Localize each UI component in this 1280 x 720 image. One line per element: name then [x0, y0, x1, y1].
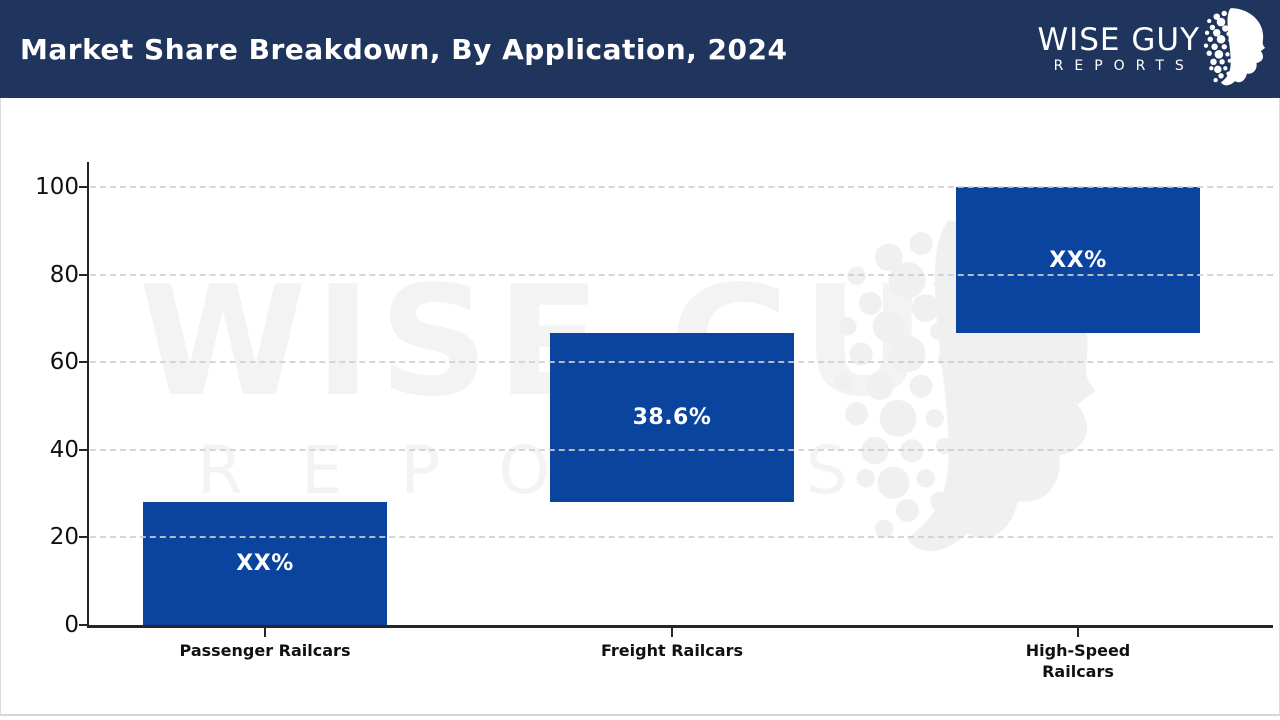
- x-tick-mark: [671, 628, 673, 637]
- bar-value-label: XX%: [236, 551, 294, 577]
- wiseguy-logo: WISE GUY REPORTS: [1037, 0, 1268, 98]
- y-tick-label: 0: [64, 612, 79, 638]
- x-category-label: Passenger Railcars: [135, 641, 395, 662]
- logo-text-block: WISE GUY REPORTS: [1037, 24, 1200, 75]
- y-tick-mark: [79, 448, 87, 451]
- y-tick-label: 60: [49, 349, 79, 376]
- y-tick-mark: [79, 361, 87, 364]
- x-category-label-line: Railcars: [1042, 661, 1114, 681]
- logo-head-icon: [1202, 7, 1268, 93]
- x-category-label: High-Speed Railcars: [948, 641, 1208, 683]
- y-tick-mark: [79, 273, 87, 276]
- axes-layer: 0 20 40 60 80 100 Passenger Railcars Freight Ra…: [1, 98, 1279, 714]
- logo-wordmark: WISE GUY: [1037, 21, 1200, 58]
- x-category-label-line: Passenger Railcars: [179, 641, 351, 660]
- y-tick-label: 100: [35, 174, 79, 200]
- plot-area: WISE GUY REPORTS XX%38.6%XX% 02040608010…: [0, 98, 1280, 714]
- gridline-60: [90, 361, 1273, 364]
- x-category-label-line: High-Speed: [1025, 641, 1131, 660]
- gridline-100: [90, 186, 1273, 188]
- y-tick-label: 20: [49, 524, 79, 551]
- y-tick-label: 40: [49, 436, 79, 463]
- x-tick-mark: [264, 628, 266, 637]
- x-tick-mark: [1077, 628, 1079, 637]
- bar-1: XX%: [143, 502, 387, 625]
- page-title: Market Share Breakdown, By Application, …: [20, 32, 788, 66]
- x-axis-line: [87, 625, 1273, 628]
- x-category-label-line: Freight Railcars: [601, 641, 743, 660]
- bottom-divider: [0, 714, 1280, 716]
- y-tick-label: 80: [49, 261, 79, 288]
- y-axis-line: [87, 162, 89, 628]
- logo-subtext: REPORTS: [1053, 58, 1195, 75]
- x-category-label: Freight Railcars: [542, 641, 802, 662]
- bar-value-label: 38.6%: [632, 405, 712, 431]
- y-tick-mark: [79, 624, 87, 626]
- gridline-80: [90, 273, 1273, 276]
- y-tick-mark: [79, 186, 87, 188]
- gridlines-layer: [1, 98, 1279, 714]
- header-bar: Market Share Breakdown, By Application, …: [0, 0, 1280, 98]
- gridline-40: [90, 448, 1273, 451]
- y-tick-mark: [79, 536, 87, 539]
- gridline-20: [90, 536, 1273, 539]
